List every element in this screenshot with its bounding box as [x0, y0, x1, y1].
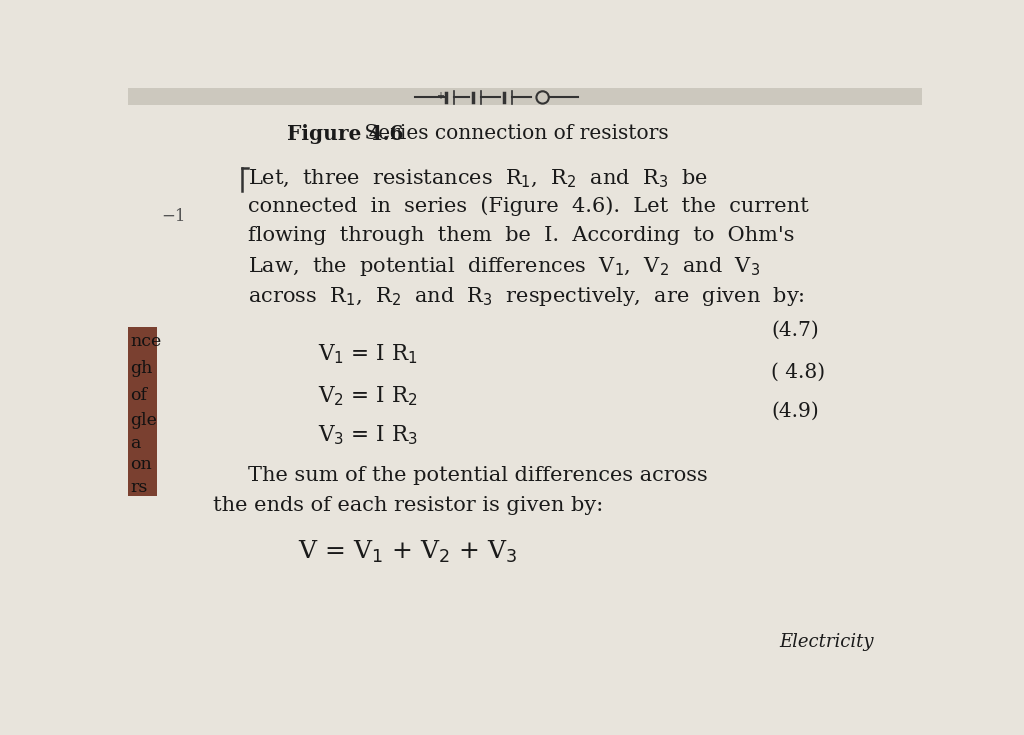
Text: (4.9): (4.9)	[771, 401, 819, 420]
Text: Figure 4.6: Figure 4.6	[287, 124, 403, 144]
Text: a: a	[130, 434, 140, 452]
Text: gle: gle	[130, 412, 158, 429]
Text: the ends of each resistor is given by:: the ends of each resistor is given by:	[213, 496, 603, 515]
Text: gh: gh	[130, 360, 153, 377]
Text: nce: nce	[130, 333, 162, 350]
Bar	[128, 327, 158, 496]
Text: on: on	[130, 456, 153, 473]
Text: connected  in  series  (Figure  4.6).  Let  the  current: connected in series (Figure 4.6). Let th…	[248, 197, 809, 216]
Text: V$_3$ = I R$_3$: V$_3$ = I R$_3$	[317, 423, 418, 447]
Text: (4.7): (4.7)	[771, 320, 819, 340]
Text: rs: rs	[130, 479, 147, 496]
Text: The sum of the potential differences across: The sum of the potential differences acr…	[248, 465, 708, 484]
Text: across  R$_1$,  R$_2$  and  R$_3$  respectively,  are  given  by:: across R$_1$, R$_2$ and R$_3$ respective…	[248, 284, 805, 307]
Text: flowing  through  them  be  I.  According  to  Ohm's: flowing through them be I. According to …	[248, 226, 795, 245]
Text: of: of	[130, 387, 147, 404]
Bar	[128, 88, 922, 105]
Text: Electricity: Electricity	[779, 634, 873, 651]
Text: Series connection of resistors: Series connection of resistors	[358, 124, 669, 143]
Text: ( 4.8): ( 4.8)	[771, 363, 825, 382]
Text: V = V$_1$ + V$_2$ + V$_3$: V = V$_1$ + V$_2$ + V$_3$	[299, 539, 518, 565]
Text: +: +	[435, 91, 443, 101]
Text: Let,  three  resistances  R$_1$,  R$_2$  and  R$_3$  be: Let, three resistances R$_1$, R$_2$ and …	[248, 168, 709, 190]
Text: V$_2$ = I R$_2$: V$_2$ = I R$_2$	[317, 384, 418, 408]
Text: −1: −1	[162, 207, 185, 225]
Text: V$_1$ = I R$_1$: V$_1$ = I R$_1$	[317, 343, 418, 366]
Text: Law,  the  potential  differences  V$_1$,  V$_2$  and  V$_3$: Law, the potential differences V$_1$, V$…	[248, 255, 760, 279]
